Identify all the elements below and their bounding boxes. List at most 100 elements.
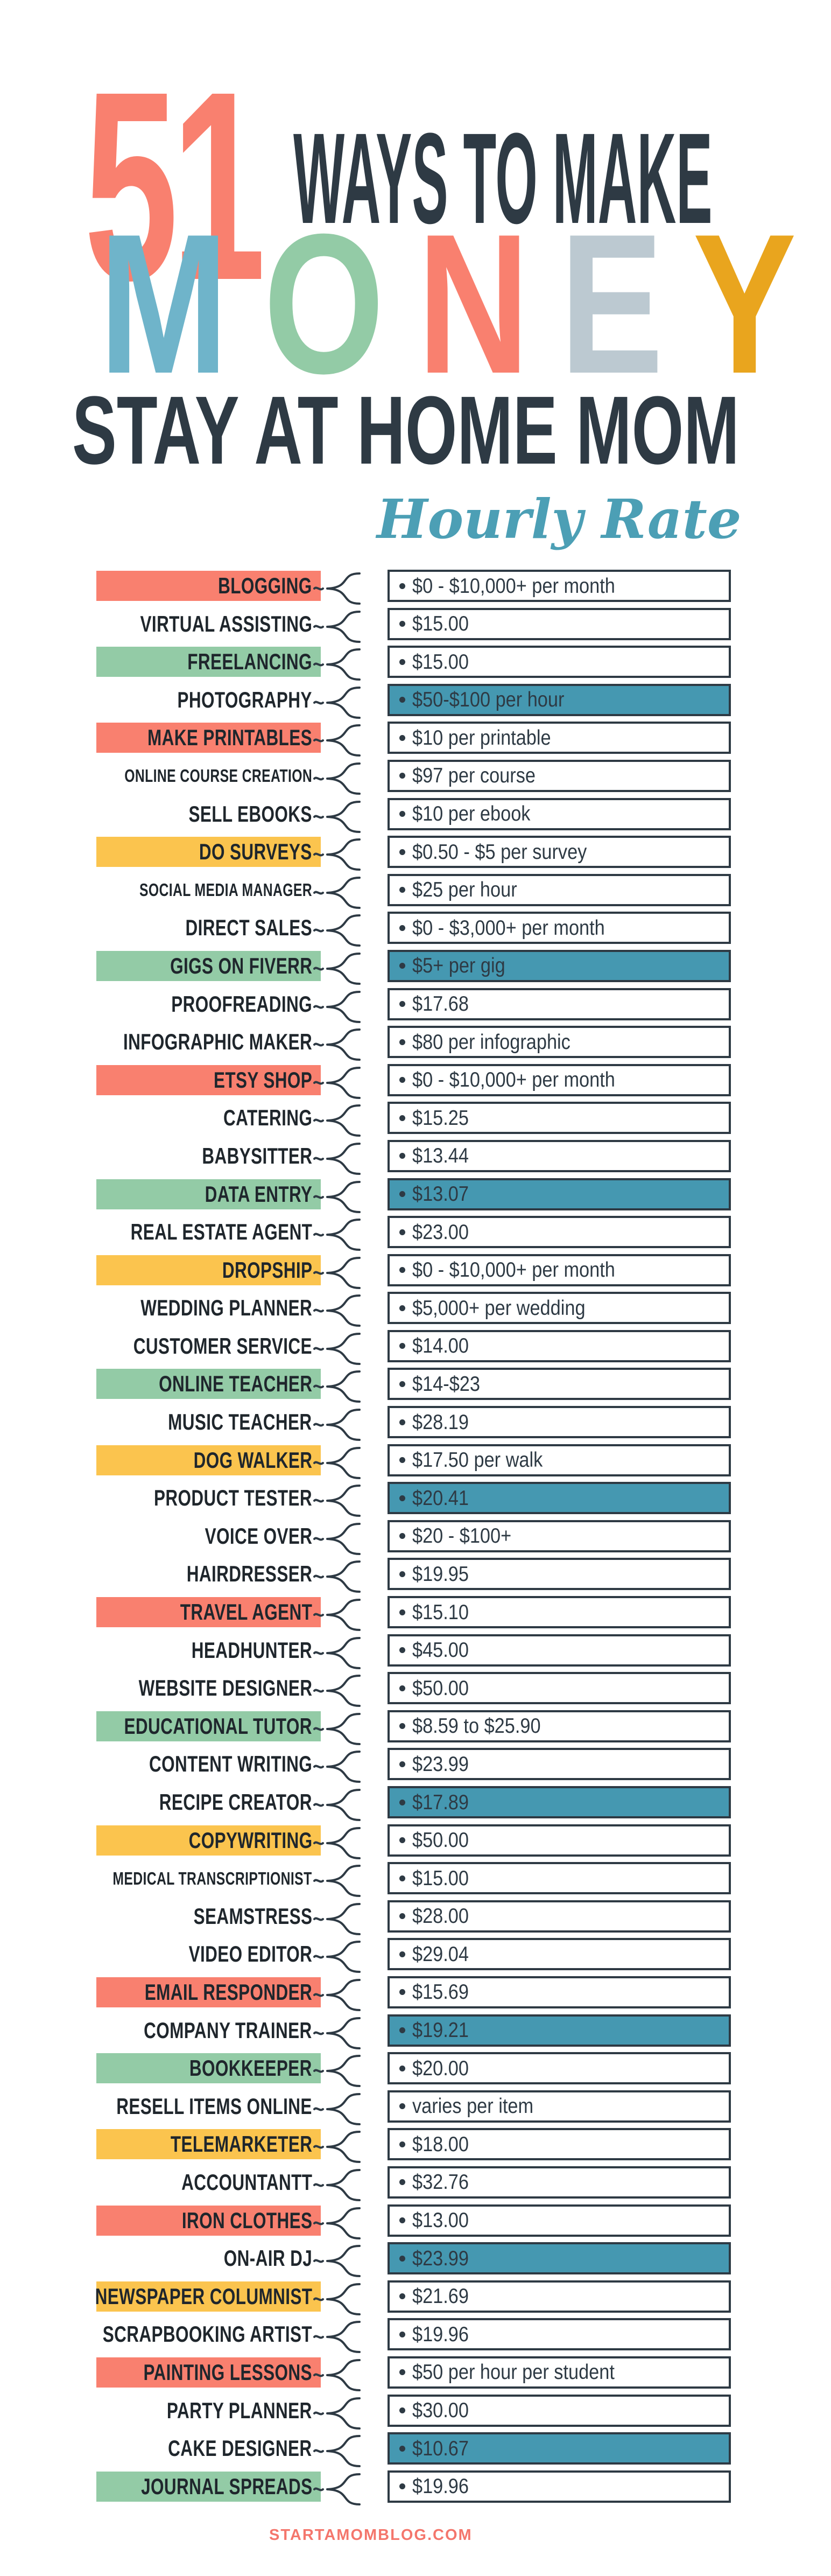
rate-value: $50.00 <box>412 1676 469 1700</box>
rate-value: $80 per infographic <box>412 1030 571 1054</box>
brace-connector-icon <box>313 1104 361 1137</box>
rate-value: $19.96 <box>412 2475 469 2498</box>
bullet-icon <box>399 1609 405 1615</box>
rate-box: $97 per course <box>388 759 731 792</box>
bullet-icon <box>399 1875 405 1881</box>
rate-value: $97 per course <box>412 764 536 788</box>
job-label-box: TRAVEL AGENT <box>96 1597 321 1628</box>
connector-brace <box>326 1941 361 1973</box>
connector-dash <box>313 701 324 705</box>
job-label-box: VIRTUAL ASSISTING <box>96 609 321 639</box>
rate-value: $20.41 <box>412 1486 469 1510</box>
table-row: RECIPE CREATOR $17.89 <box>0 1786 831 1824</box>
rate-box: $17.68 <box>388 988 731 1020</box>
rate-value: $28.19 <box>412 1410 469 1434</box>
connector-brace <box>326 952 361 985</box>
brace-connector-icon <box>313 1332 361 1365</box>
rate-value: varies per item <box>412 2095 534 2118</box>
brace-connector-icon <box>313 876 361 909</box>
connector-dash <box>313 1841 324 1845</box>
rate-value: $8.59 to $25.90 <box>412 1714 541 1738</box>
connector-brace <box>326 2358 361 2391</box>
brace-connector-icon <box>313 1180 361 1213</box>
table-row: WEDDING PLANNER $5,000+ per wedding <box>0 1292 831 1330</box>
connector-brace <box>326 762 361 795</box>
rate-box: $45.00 <box>388 1634 731 1667</box>
brace-connector-icon <box>313 2473 361 2505</box>
job-label: CONTENT WRITING <box>149 1751 312 1777</box>
bullet-icon <box>399 1191 405 1197</box>
column-header-hourly-rate: Hourly Rate <box>377 487 742 551</box>
rate-value: $5+ per gig <box>412 954 505 978</box>
brace-connector-icon <box>313 572 361 605</box>
rate-value: $13.07 <box>412 1182 469 1206</box>
bullet-icon <box>399 2217 405 2224</box>
rate-box: $0 - $3,000+ per month <box>388 912 731 944</box>
connector-dash <box>313 2183 324 2187</box>
table-row: CATERING $15.25 <box>0 1102 831 1140</box>
bullet-icon <box>399 963 405 969</box>
connector-dash <box>313 1917 324 1921</box>
connector-brace <box>326 1865 361 1898</box>
job-label: PARTY PLANNER <box>167 2397 312 2423</box>
job-label-box: MEDICAL TRANSCRIPTIONIST <box>96 1863 321 1893</box>
bullet-icon <box>399 1647 405 1654</box>
table-row: ONLINE COURSE CREATION $97 per course <box>0 759 831 798</box>
table-row: DATA ENTRY $13.07 <box>0 1178 831 1216</box>
job-label: ETSY SHOP <box>213 1067 312 1093</box>
table-row: MAKE PRINTABLES $10 per printable <box>0 722 831 760</box>
table-row: VIDEO EDITOR $29.04 <box>0 1938 831 1976</box>
job-label-box: BLOGGING <box>96 571 321 601</box>
connector-dash <box>313 1195 324 1199</box>
connector-brace <box>326 2435 361 2468</box>
rate-box: $19.95 <box>388 1558 731 1591</box>
connector-dash <box>313 1689 324 1693</box>
connector-dash <box>313 1423 324 1427</box>
brace-connector-icon <box>313 2358 361 2391</box>
connector-brace <box>326 1028 361 1061</box>
connector-dash <box>313 967 324 971</box>
connector-dash <box>313 1118 324 1123</box>
brace-connector-icon <box>313 1142 361 1175</box>
job-label: BABYSITTER <box>201 1143 312 1168</box>
rate-box: $10.67 <box>388 2432 731 2465</box>
connector-brace <box>326 2283 361 2315</box>
connector-dash <box>313 1042 324 1047</box>
table-row: CAKE DESIGNER $10.67 <box>0 2432 831 2470</box>
rate-box: $29.04 <box>388 1938 731 1971</box>
rate-box: $15.00 <box>388 1862 731 1895</box>
title-money-letter: Y <box>693 193 797 415</box>
bullet-icon <box>399 2293 405 2300</box>
table-row: HEADHUNTER $45.00 <box>0 1634 831 1672</box>
bullet-icon <box>399 659 405 665</box>
connector-brace <box>326 1370 361 1403</box>
job-label: REAL ESTATE AGENT <box>130 1219 312 1245</box>
table-row: GIGS ON FIVERR $5+ per gig <box>0 949 831 988</box>
bullet-icon <box>399 2141 405 2147</box>
job-label-box: GIGS ON FIVERR <box>96 950 321 981</box>
bullet-icon <box>399 1457 405 1464</box>
connector-dash <box>313 1308 324 1313</box>
brace-connector-icon <box>313 1370 361 1403</box>
job-label: COMPANY TRAINER <box>144 2017 312 2043</box>
job-label: EMAIL RESPONDER <box>144 1979 312 2005</box>
bullet-icon <box>399 2027 405 2034</box>
table-row: DO SURVEYS $0.50 - $5 per survey <box>0 836 831 874</box>
table-row: PARTY PLANNER $30.00 <box>0 2394 831 2433</box>
brace-connector-icon <box>313 800 361 833</box>
bullet-icon <box>399 1799 405 1805</box>
job-label-box: VOICE OVER <box>96 1521 321 1551</box>
job-label-box: HEADHUNTER <box>96 1635 321 1665</box>
rate-box: $15.69 <box>388 1976 731 2008</box>
rate-value: $50.00 <box>412 1829 469 1852</box>
rate-box: $30.00 <box>388 2394 731 2427</box>
job-label-box: PROOFREADING <box>96 989 321 1019</box>
job-label: WEDDING PLANNER <box>140 1295 312 1321</box>
rate-box: $10 per printable <box>388 722 731 754</box>
rate-box: $19.96 <box>388 2318 731 2351</box>
connector-dash <box>313 1803 324 1807</box>
brace-connector-icon <box>313 2397 361 2430</box>
job-label-box: DO SURVEYS <box>96 837 321 867</box>
job-label: COPYWRITING <box>188 1827 312 1853</box>
